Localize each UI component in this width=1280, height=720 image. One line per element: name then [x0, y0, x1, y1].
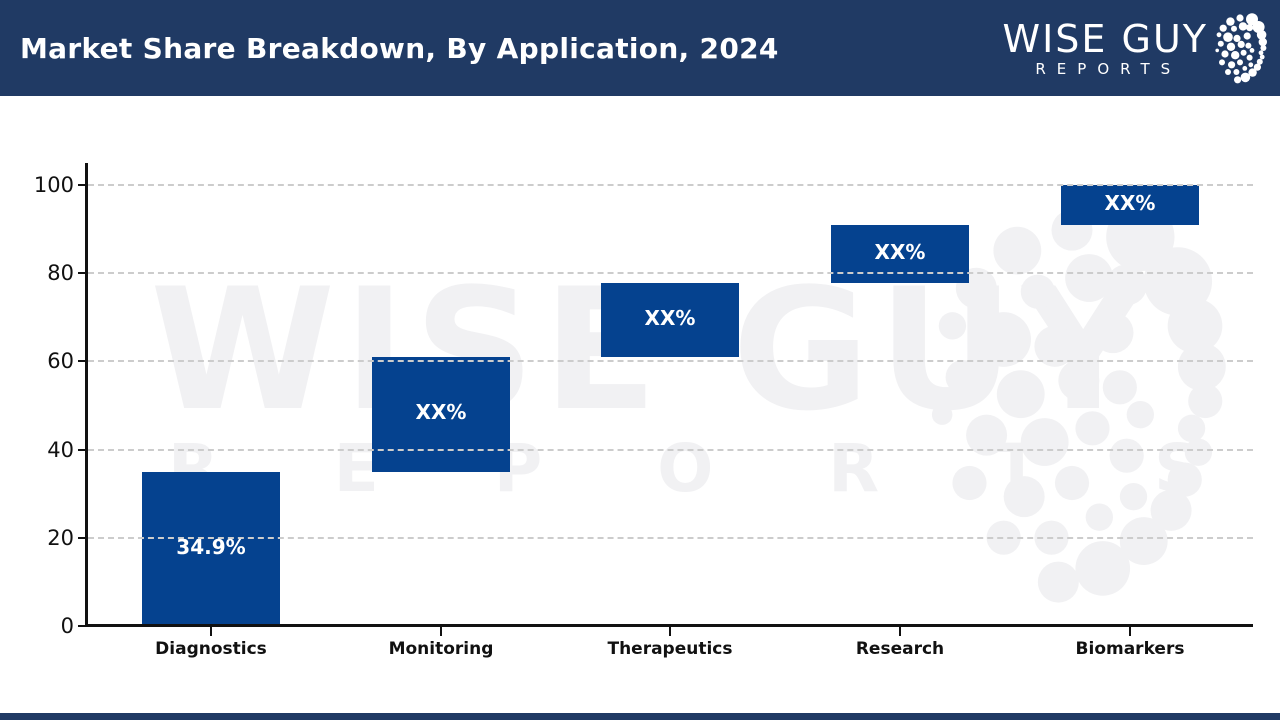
y-tick-label-20: 20: [47, 525, 74, 550]
bar-biomarkers: [1061, 185, 1199, 225]
brand-wordmark-line1: WISE GUY: [1002, 16, 1208, 61]
gridline-100: [88, 184, 1253, 186]
x-tick-biomarkers: [1129, 627, 1131, 636]
gridline-60: [88, 360, 1253, 363]
x-tick-therapeutics: [669, 627, 671, 636]
x-tick-label-monitoring: Monitoring: [388, 639, 494, 659]
y-axis-line: [85, 163, 88, 626]
bar-value-label-research: XX%: [874, 240, 926, 265]
x-tick-monitoring: [440, 627, 442, 636]
gridline-80: [88, 272, 1253, 275]
x-tick-label-research: Research: [855, 639, 945, 659]
bar-value-label-diagnostics: 34.9%: [176, 535, 246, 560]
y-tick-20: [78, 536, 86, 539]
x-tick-diagnostics: [210, 627, 212, 636]
page-title: Market Share Breakdown, By Application, …: [20, 31, 779, 65]
y-tick-label-40: 40: [47, 437, 74, 462]
header-bar: Market Share Breakdown, By Application, …: [0, 0, 1280, 96]
y-tick-100: [78, 184, 86, 186]
x-tick-label-diagnostics: Diagnostics: [155, 639, 267, 659]
brand-logo: WISE GUY REPORTS: [1003, 6, 1270, 90]
bar-monitoring: [372, 356, 510, 473]
x-tick-label-therapeutics: Therapeutics: [607, 639, 733, 659]
x-axis-line: [85, 624, 1253, 627]
y-tick-label-0: 0: [60, 614, 74, 638]
bar-value-label-monitoring: XX%: [415, 400, 467, 425]
bar-therapeutics: [601, 283, 739, 357]
y-tick-label-60: 60: [47, 349, 74, 374]
brand-wordmark: WISE GUY REPORTS: [1003, 20, 1208, 77]
brand-wordmark-line2: REPORTS: [1035, 59, 1182, 78]
bar-value-label-biomarkers: XX%: [1104, 190, 1156, 215]
footer-bar: [0, 713, 1280, 720]
gridline-20: [88, 536, 1253, 539]
bar-diagnostics: [142, 472, 280, 626]
y-tick-80: [78, 272, 86, 275]
y-tick-label-100: 100: [33, 173, 74, 197]
bar-value-label-therapeutics: XX%: [644, 305, 696, 330]
y-tick-60: [78, 360, 86, 363]
gridline-40: [88, 448, 1253, 451]
y-tick-0: [78, 625, 86, 627]
y-tick-label-80: 80: [47, 261, 74, 286]
x-tick-label-biomarkers: Biomarkers: [1075, 639, 1185, 659]
x-tick-research: [899, 627, 901, 636]
y-tick-40: [78, 448, 86, 451]
